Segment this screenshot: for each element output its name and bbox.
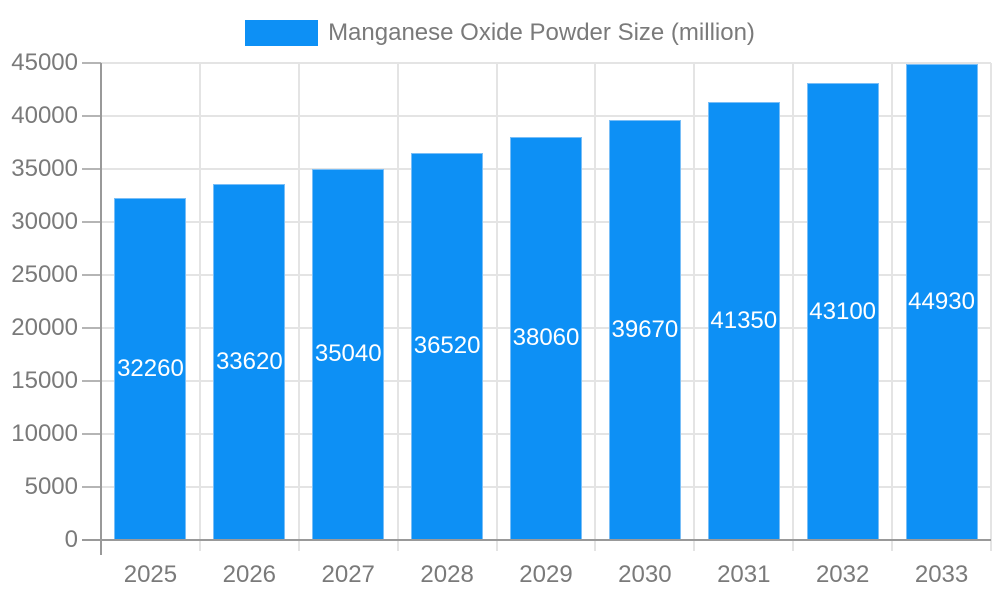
y-axis-label: 35000 xyxy=(11,155,78,182)
bar[interactable]: 39670 xyxy=(608,119,681,540)
bar[interactable]: 41350 xyxy=(707,101,780,540)
x-axis-label: 2031 xyxy=(717,561,771,588)
bar-value-label: 35040 xyxy=(314,340,382,368)
y-axis-label: 10000 xyxy=(11,420,78,447)
bar-value-label: 33620 xyxy=(215,347,283,375)
bar[interactable]: 38060 xyxy=(510,136,582,540)
y-tick-mark xyxy=(82,433,101,436)
y-axis-label: 0 xyxy=(64,526,78,553)
y-axis-label: 25000 xyxy=(11,261,78,288)
plot-area: 32260 33620 35040 36520 38060 39670 41350 43100… xyxy=(82,62,992,551)
bar-value-label: 43100 xyxy=(809,297,877,325)
y-axis-label: 30000 xyxy=(11,208,78,235)
bar-value-label: 32260 xyxy=(117,355,184,383)
y-axis-label: 15000 xyxy=(11,367,78,394)
y-axis-label: 45000 xyxy=(11,49,78,76)
v-gridline xyxy=(594,63,597,551)
v-gridline xyxy=(396,63,399,551)
y-tick-mark xyxy=(82,168,101,170)
x-axis-label: 2030 xyxy=(618,561,672,588)
h-gridline xyxy=(82,115,991,118)
y-tick-mark xyxy=(82,115,101,118)
v-gridline xyxy=(297,63,300,551)
bars: 32260 33620 35040 36520 38060 39670 41350 43100… xyxy=(101,63,991,540)
x-axis-label: 2027 xyxy=(321,561,375,588)
v-gridline xyxy=(495,63,498,551)
y-axis-label: 20000 xyxy=(11,314,78,341)
bar-value-label: 36520 xyxy=(413,332,481,360)
x-axis-label: 2033 xyxy=(914,561,969,588)
bar[interactable]: 33620 xyxy=(213,183,286,540)
bar-value-label: 44930 xyxy=(908,287,975,315)
v-gridline xyxy=(990,63,992,551)
v-gridline xyxy=(198,63,201,551)
x-axis-label: 2028 xyxy=(420,561,474,588)
y-axis-label: 40000 xyxy=(11,102,78,129)
v-gridline xyxy=(792,63,795,551)
bar[interactable]: 44930 xyxy=(905,63,978,540)
legend-swatch xyxy=(245,20,319,46)
y-tick-mark xyxy=(82,221,101,224)
v-gridline xyxy=(693,63,696,551)
y-axis-line xyxy=(100,63,102,555)
bar-value-label: 39670 xyxy=(611,315,679,343)
v-gridline xyxy=(891,63,894,551)
y-tick-mark xyxy=(82,327,101,330)
bar-value-label: 41350 xyxy=(710,306,778,334)
h-gridline xyxy=(82,62,991,64)
y-tick-mark xyxy=(82,62,101,64)
bar[interactable]: 35040 xyxy=(312,168,385,540)
x-axis-label: 2029 xyxy=(519,561,573,588)
x-axis-label: 2032 xyxy=(815,561,870,588)
y-tick-mark xyxy=(82,486,101,489)
legend[interactable]: Manganese Oxide Powder Size (million) xyxy=(0,19,1000,47)
x-axis-label: 2026 xyxy=(222,561,277,588)
bar[interactable]: 32260 xyxy=(114,198,187,540)
x-axis-label: 2025 xyxy=(123,561,178,588)
legend-label: Manganese Oxide Powder Size (million) xyxy=(328,19,755,46)
y-tick-mark xyxy=(82,380,101,383)
bar[interactable]: 43100 xyxy=(806,83,879,540)
y-axis-label: 5000 xyxy=(24,473,78,500)
x-axis-line xyxy=(82,539,991,541)
bar-value-label: 38060 xyxy=(512,324,580,352)
y-tick-mark xyxy=(82,274,101,276)
bar[interactable]: 36520 xyxy=(411,152,484,540)
